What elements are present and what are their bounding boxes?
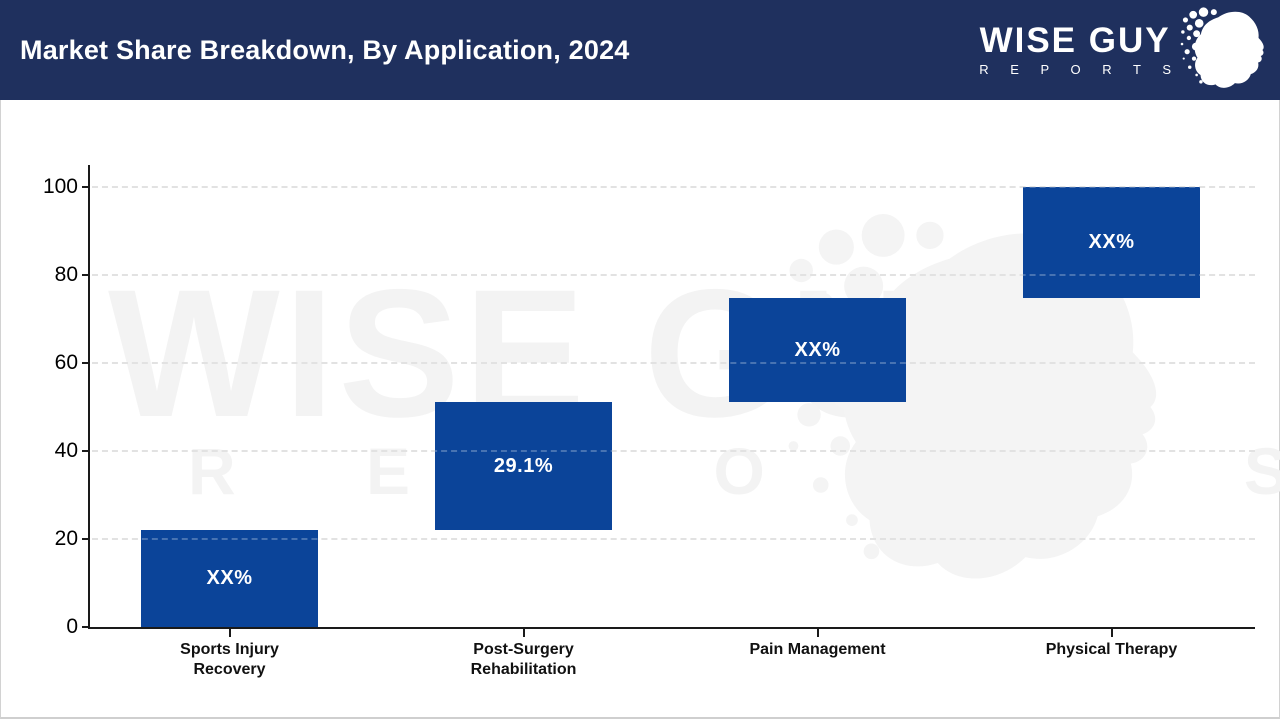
y-tick	[82, 450, 90, 452]
category-label: Pain Management	[668, 640, 968, 660]
category-label: Post-Surgery Rehabilitation	[374, 640, 674, 680]
y-tick-label: 0	[66, 615, 78, 638]
x-tick	[816, 629, 819, 637]
y-tick-label: 20	[54, 527, 78, 550]
bar: XX%	[729, 297, 906, 403]
gridline-overlay	[92, 538, 1255, 540]
gridline	[92, 186, 1255, 188]
gridline-overlay	[92, 450, 1255, 452]
y-tick	[82, 626, 90, 628]
y-tick	[82, 362, 90, 364]
category-label-line: Post-Surgery	[473, 641, 574, 658]
gridline	[92, 362, 1255, 364]
category-label-line: Physical Therapy	[1045, 641, 1178, 658]
x-tick	[522, 629, 525, 637]
wiseguy-logo: WISE GUY R E P O R T S	[970, 7, 1270, 93]
y-tick	[82, 274, 90, 276]
bar: XX%	[1023, 187, 1200, 298]
gridline	[92, 538, 1255, 540]
bar-value-label: 29.1%	[493, 454, 554, 477]
chart-title: Market Share Breakdown, By Application, …	[20, 34, 630, 65]
y-tick	[82, 186, 90, 188]
bar: XX%	[141, 530, 318, 627]
y-tick-label: 80	[54, 263, 78, 286]
logo-wordmark: WISE GUY	[979, 21, 1171, 60]
bar-value-label: XX%	[794, 338, 841, 361]
logo-subtitle: R E P O R T S	[979, 62, 1180, 77]
bar-value-label: XX%	[1088, 230, 1135, 253]
category-label-line: Pain Management	[749, 641, 886, 658]
category-label: Physical Therapy	[962, 640, 1262, 660]
logo-text: WISE GUY R E P O R T S	[970, 23, 1180, 77]
category-label-line: Recovery	[193, 661, 266, 678]
x-axis-line	[88, 627, 1255, 629]
gridline	[92, 274, 1255, 276]
gridline-overlay	[92, 274, 1255, 276]
x-tick	[1110, 629, 1113, 637]
category-label-line: Sports Injury	[180, 641, 279, 658]
y-axis-line	[88, 165, 90, 629]
y-tick-label: 100	[42, 175, 78, 198]
bar-value-label: XX%	[206, 567, 253, 590]
y-tick-label: 60	[54, 351, 78, 374]
header: Market Share Breakdown, By Application, …	[0, 0, 1280, 100]
gridline-overlay	[92, 362, 1255, 364]
gridline-overlay	[92, 186, 1255, 188]
bar: 29.1%	[435, 402, 612, 531]
category-label: Sports Injury Recovery	[80, 640, 380, 680]
gridline	[92, 450, 1255, 452]
category-label-line: Rehabilitation	[470, 661, 577, 678]
y-tick	[82, 538, 90, 540]
y-tick-label: 40	[54, 439, 78, 462]
x-tick	[228, 629, 231, 637]
